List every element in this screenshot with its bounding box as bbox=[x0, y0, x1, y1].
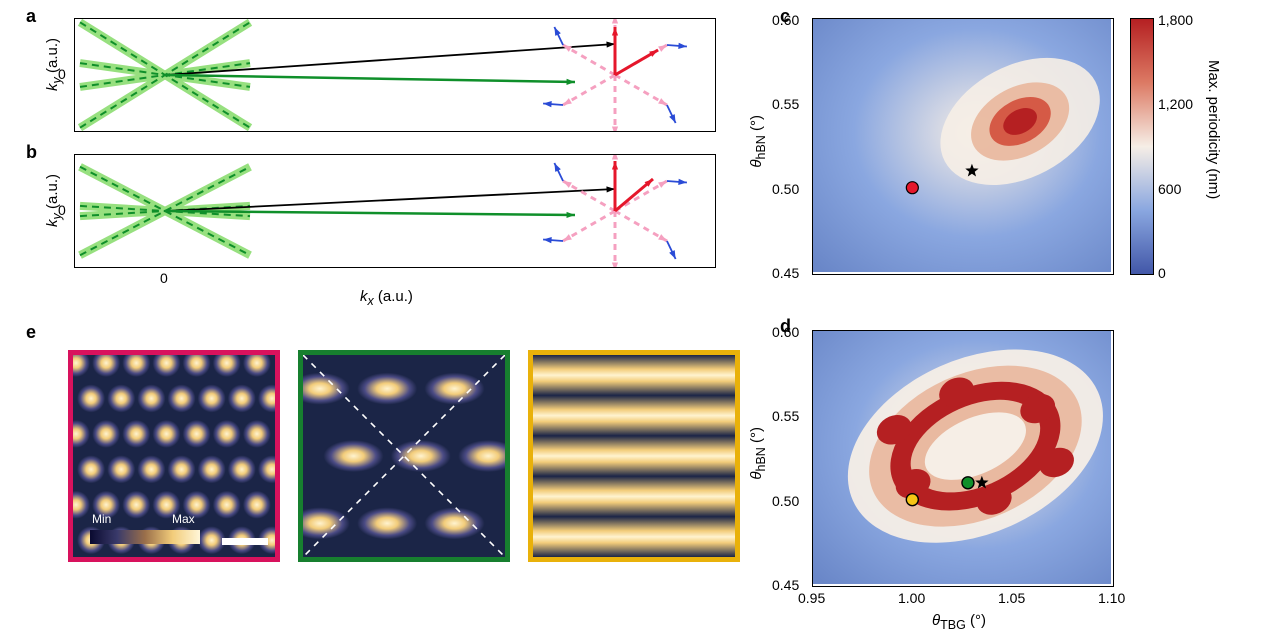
ytick-a-0: 0 bbox=[58, 66, 66, 82]
xlabel-ab-text: kx (a.u.) bbox=[360, 288, 413, 305]
cb-tick-1200: 1,200 bbox=[1158, 96, 1193, 112]
ylabel-d-text: θhBN (°) bbox=[748, 427, 765, 480]
colorbar-title: Max. periodicity (nm) bbox=[1205, 60, 1222, 199]
c-ytick-055: 0.55 bbox=[772, 96, 799, 112]
ytick-b-0: 0 bbox=[58, 202, 66, 218]
ylabel-b: ky (a.u.) bbox=[44, 174, 64, 227]
panel-label-a: a bbox=[26, 6, 36, 27]
d-ytick-055: 0.55 bbox=[772, 408, 799, 424]
d-xtick-105: 1.05 bbox=[998, 590, 1025, 606]
ylabel-a-text: ky (a.u.) bbox=[44, 38, 61, 91]
ylabel-b-text: ky (a.u.) bbox=[44, 174, 61, 227]
c-ytick-050: 0.50 bbox=[772, 181, 799, 197]
d-xtick-095: 0.95 bbox=[798, 590, 825, 606]
ylabel-c: θhBN (°) bbox=[748, 115, 768, 168]
colorbar bbox=[1130, 18, 1152, 273]
scale-bar bbox=[222, 538, 268, 545]
mini-cb-max: Max bbox=[172, 512, 195, 526]
ylabel-a: ky (a.u.) bbox=[44, 38, 64, 91]
xlabel-d-text: θTBG (°) bbox=[932, 612, 986, 629]
kspace-plot-b bbox=[74, 154, 716, 268]
d-ytick-045: 0.45 bbox=[772, 577, 799, 593]
ylabel-c-text: θhBN (°) bbox=[748, 115, 765, 168]
d-ytick-060: 0.60 bbox=[772, 324, 799, 340]
cb-tick-1800: 1,800 bbox=[1158, 12, 1193, 28]
panel-label-e: e bbox=[26, 322, 36, 343]
xtick-b-0: 0 bbox=[160, 270, 168, 286]
mini-cb-min: Min bbox=[92, 512, 111, 526]
c-ytick-045: 0.45 bbox=[772, 265, 799, 281]
cb-tick-600: 600 bbox=[1158, 181, 1181, 197]
xlabel-ab: kx (a.u.) bbox=[360, 288, 413, 308]
figure-root: a b c d e ky (a.u.) 0 ky (a.u.) 0 0 kx (… bbox=[0, 0, 1269, 640]
heatmap-d bbox=[812, 330, 1112, 585]
mini-colorbar bbox=[90, 530, 200, 544]
c-ytick-060: 0.60 bbox=[772, 12, 799, 28]
xlabel-d: θTBG (°) bbox=[932, 612, 986, 632]
heatmap-c bbox=[812, 18, 1112, 273]
kspace-plot-a bbox=[74, 18, 716, 132]
thumb-1 bbox=[298, 350, 510, 562]
d-xtick-110: 1.10 bbox=[1098, 590, 1125, 606]
d-xtick-100: 1.00 bbox=[898, 590, 925, 606]
ylabel-d: θhBN (°) bbox=[748, 427, 768, 480]
thumb-2 bbox=[528, 350, 740, 562]
d-ytick-050: 0.50 bbox=[772, 493, 799, 509]
panel-label-b: b bbox=[26, 142, 37, 163]
cb-tick-0: 0 bbox=[1158, 265, 1166, 281]
